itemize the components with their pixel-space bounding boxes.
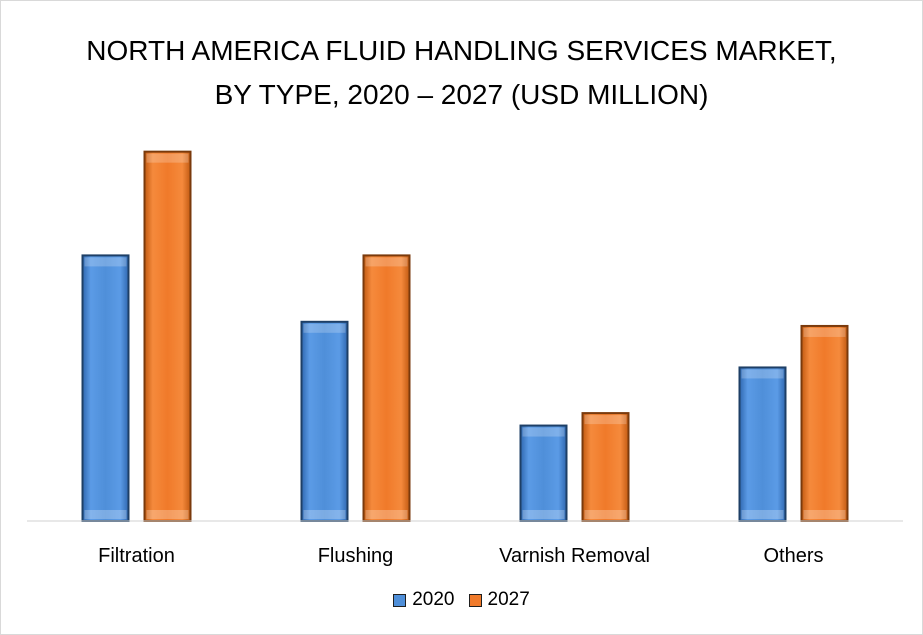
legend-label-2027: 2027 — [487, 589, 530, 610]
bar-bevel-top-filtration-2020 — [84, 257, 127, 267]
bar-bevel-bottom-filtration-2020 — [84, 510, 127, 519]
bar-varnish-removal-2020 — [519, 424, 568, 522]
bar-bevel-bottom-flushing-2020 — [303, 510, 346, 519]
bar-bevel-bottom-others-2020 — [741, 510, 784, 519]
category-label-others: Others — [763, 545, 823, 567]
bar-flushing-2020 — [300, 320, 349, 522]
category-label-flushing: Flushing — [318, 545, 394, 567]
bar-bevel-top-flushing-2027 — [365, 257, 408, 267]
legend-item-2027: 2027 — [468, 589, 530, 611]
bar-bevel-top-varnish-removal-2027 — [584, 415, 627, 425]
bar-bevel-top-others-2027 — [803, 327, 846, 337]
bar-bevel-top-others-2020 — [741, 369, 784, 379]
bar-bevel-top-varnish-removal-2020 — [522, 427, 565, 437]
chart-title-line-2: BY TYPE, 2020 – 2027 (USD MILLION) — [214, 79, 709, 110]
category-labels: Filtration Flushing Varnish Removal Others — [98, 545, 823, 567]
bar-bevel-bottom-varnish-removal-2020 — [522, 510, 565, 519]
bar-filtration-2020 — [81, 254, 130, 522]
bar-bevel-bottom-flushing-2027 — [365, 510, 408, 519]
bar-bevel-bottom-varnish-removal-2027 — [584, 510, 627, 519]
chart-title: NORTH AMERICA FLUID HANDLING SERVICES MA… — [1, 29, 922, 117]
category-label-filtration: Filtration — [98, 545, 175, 567]
legend-swatch-2027 — [468, 593, 482, 607]
bar-flushing-2027 — [362, 254, 411, 522]
legend-swatch-2020 — [393, 593, 407, 607]
bar-bevel-bottom-filtration-2027 — [146, 510, 189, 519]
bar-bevel-top-flushing-2020 — [303, 323, 346, 333]
bar-others-2020 — [738, 366, 787, 523]
bars-group — [81, 150, 849, 523]
bar-varnish-removal-2027 — [581, 412, 630, 523]
bar-bevel-bottom-others-2027 — [803, 510, 846, 519]
legend-label-2020: 2020 — [412, 589, 455, 610]
bar-bevel-top-filtration-2027 — [146, 153, 189, 163]
legend: 2020 2027 — [1, 589, 922, 611]
legend-item-2020: 2020 — [393, 589, 455, 611]
bar-others-2027 — [800, 324, 849, 523]
bar-filtration-2027 — [143, 150, 192, 522]
category-label-varnish-removal: Varnish Removal — [499, 545, 650, 567]
chart-title-line-1: NORTH AMERICA FLUID HANDLING SERVICES MA… — [86, 35, 837, 66]
